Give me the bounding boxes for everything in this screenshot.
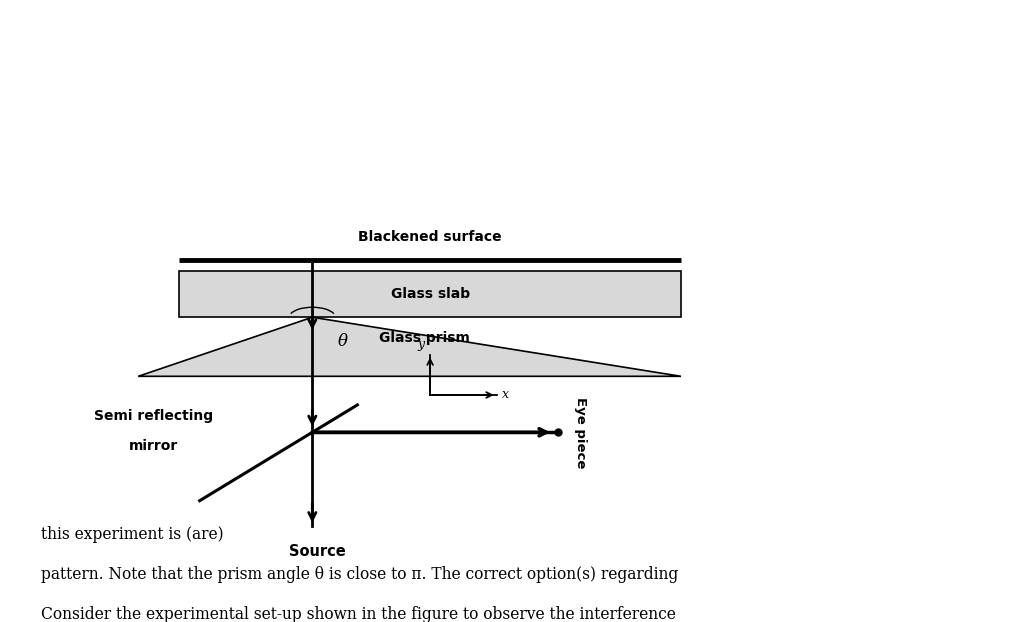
Text: x: x (502, 389, 509, 401)
Text: Glass slab: Glass slab (390, 287, 470, 301)
Text: y: y (418, 338, 425, 351)
Text: θ: θ (338, 333, 348, 350)
Text: Eye piece: Eye piece (574, 397, 587, 468)
Text: Blackened surface: Blackened surface (358, 230, 502, 244)
Text: pattern. Note that the prism angle θ is close to π. The correct option(s) regard: pattern. Note that the prism angle θ is … (41, 566, 678, 583)
Text: mirror: mirror (129, 439, 178, 453)
Polygon shape (138, 317, 681, 376)
Text: Source: Source (289, 544, 346, 559)
Text: Semi reflecting: Semi reflecting (94, 409, 213, 423)
Text: Glass prism: Glass prism (379, 331, 470, 345)
Polygon shape (179, 271, 681, 317)
Text: Consider the experimental set-up shown in the figure to observe the interference: Consider the experimental set-up shown i… (41, 606, 676, 622)
Text: this experiment is (are): this experiment is (are) (41, 526, 223, 542)
